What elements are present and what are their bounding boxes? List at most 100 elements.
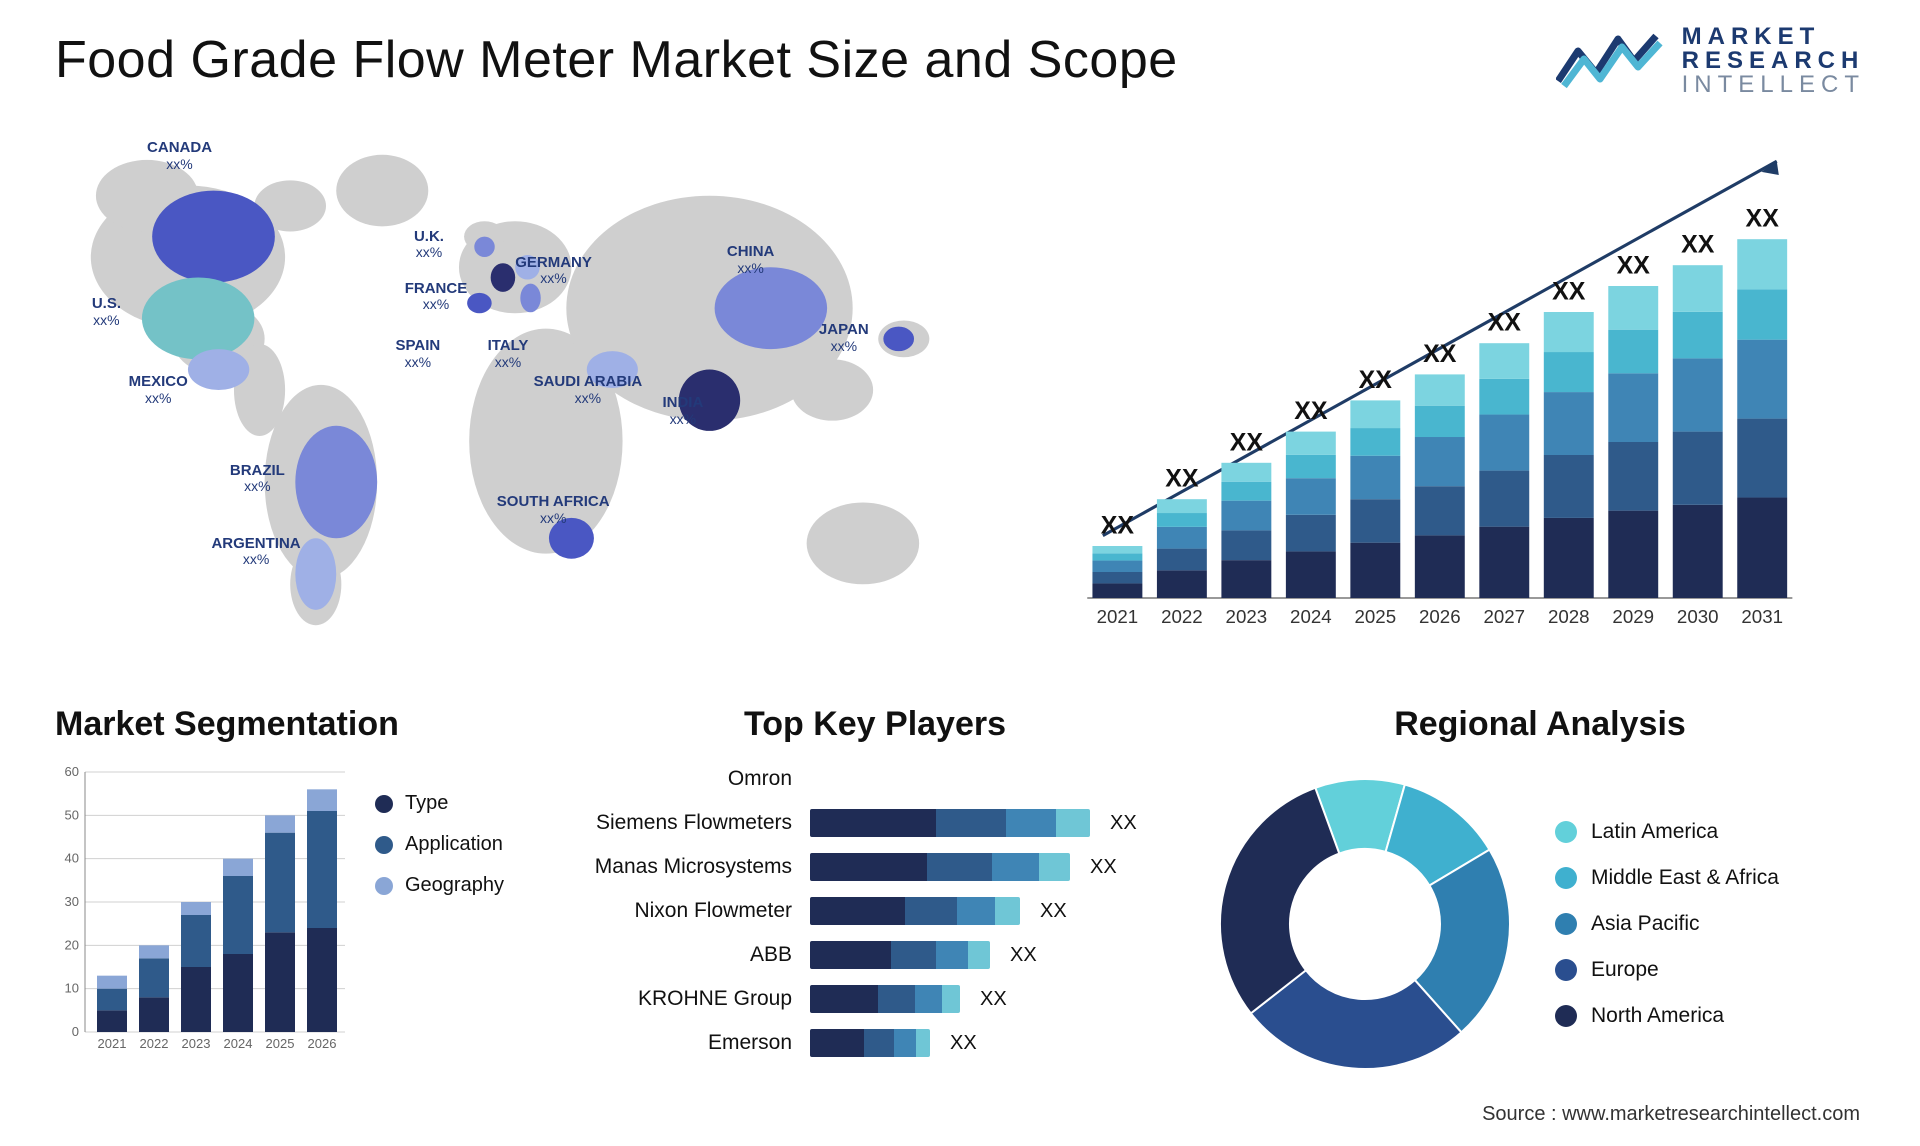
player-name: Emerson xyxy=(585,1031,800,1055)
map-label: U.K.xx% xyxy=(414,229,444,261)
legend-item: Middle East & Africa xyxy=(1555,866,1779,890)
legend-item: Asia Pacific xyxy=(1555,912,1779,936)
player-row: Omron xyxy=(585,762,1165,796)
svg-text:0: 0 xyxy=(72,1024,79,1039)
brand-logo: MARKET RESEARCH INTELLECT xyxy=(1556,25,1865,97)
svg-text:2031: 2031 xyxy=(1742,606,1784,627)
map-label: INDIAxx% xyxy=(662,395,703,427)
svg-text:XX: XX xyxy=(1746,205,1780,233)
svg-text:2030: 2030 xyxy=(1677,606,1719,627)
legend-item: North America xyxy=(1555,1004,1779,1028)
map-label: SPAINxx% xyxy=(396,338,441,370)
svg-text:20: 20 xyxy=(65,937,79,952)
svg-text:XX: XX xyxy=(1488,309,1522,337)
svg-text:XX: XX xyxy=(1359,366,1393,394)
legend-item: Type xyxy=(375,792,504,815)
brand-line2: RESEARCH xyxy=(1682,49,1865,73)
svg-text:2025: 2025 xyxy=(1355,606,1397,627)
svg-text:2021: 2021 xyxy=(98,1036,127,1051)
player-name: Siemens Flowmeters xyxy=(585,811,800,835)
map-label: ITALYxx% xyxy=(488,338,529,370)
map-label: CHINAxx% xyxy=(727,244,775,276)
player-name: KROHNE Group xyxy=(585,987,800,1011)
svg-text:2029: 2029 xyxy=(1613,606,1655,627)
brand-line3: INTELLECT xyxy=(1682,73,1865,97)
map-label: MEXICOxx% xyxy=(129,374,188,406)
svg-text:2028: 2028 xyxy=(1548,606,1590,627)
player-name: ABB xyxy=(585,943,800,967)
map-label: JAPANxx% xyxy=(819,322,869,354)
forecast-bar-chart: XX2021XX2022XX2023XX2024XX2025XX2026XX20… xyxy=(1015,130,1865,650)
regional-donut xyxy=(1215,774,1515,1074)
legend-item: Application xyxy=(375,833,504,856)
svg-text:50: 50 xyxy=(65,807,79,822)
svg-text:2025: 2025 xyxy=(266,1036,295,1051)
legend-item: Geography xyxy=(375,874,504,897)
svg-text:XX: XX xyxy=(1166,465,1200,493)
player-row: Manas Microsystems XX xyxy=(585,850,1165,884)
player-value: XX xyxy=(940,1032,977,1055)
map-label: SOUTH AFRICAxx% xyxy=(497,494,610,526)
svg-text:XX: XX xyxy=(1424,340,1458,368)
map-label: FRANCExx% xyxy=(405,281,468,313)
segmentation-title: Market Segmentation xyxy=(55,705,535,744)
map-label: ARGENTINAxx% xyxy=(211,536,300,568)
player-bar xyxy=(810,853,1070,881)
map-label: GERMANYxx% xyxy=(515,255,592,287)
svg-text:2027: 2027 xyxy=(1484,606,1526,627)
map-label: SAUDI ARABIAxx% xyxy=(534,374,643,406)
player-row: Nixon Flowmeter XX xyxy=(585,894,1165,928)
legend-item: Europe xyxy=(1555,958,1779,982)
players-title: Top Key Players xyxy=(585,705,1165,744)
svg-text:2026: 2026 xyxy=(1419,606,1461,627)
segmentation-chart: 0 10 20 30 40 50 60 2021 2022 2023 2024 2025 2026 xyxy=(55,762,355,1062)
svg-text:2024: 2024 xyxy=(224,1036,253,1051)
player-value: XX xyxy=(1000,944,1037,967)
map-label: U.S.xx% xyxy=(92,296,121,328)
svg-text:10: 10 xyxy=(65,981,79,996)
svg-text:2026: 2026 xyxy=(308,1036,337,1051)
map-label: BRAZILxx% xyxy=(230,463,285,495)
player-name: Nixon Flowmeter xyxy=(585,899,800,923)
regional-title: Regional Analysis xyxy=(1215,705,1865,744)
player-row: Emerson XX xyxy=(585,1026,1165,1060)
regional-panel: Regional Analysis Latin America Middle Ea… xyxy=(1215,705,1865,1085)
map-label: CANADAxx% xyxy=(147,140,212,172)
svg-text:2021: 2021 xyxy=(1097,606,1139,627)
player-name: Manas Microsystems xyxy=(585,855,800,879)
svg-text:60: 60 xyxy=(65,764,79,779)
svg-text:XX: XX xyxy=(1230,428,1264,456)
player-row: KROHNE Group XX xyxy=(585,982,1165,1016)
player-row: ABB XX xyxy=(585,938,1165,972)
segmentation-legend: Type Application Geography xyxy=(375,762,504,1085)
source-text: Source : www.marketresearchintellect.com xyxy=(1482,1103,1860,1126)
players-panel: Top Key Players Omron Siemens Flowmeters X… xyxy=(585,705,1165,1085)
player-value: XX xyxy=(1080,856,1117,879)
svg-text:2022: 2022 xyxy=(1161,606,1203,627)
svg-text:40: 40 xyxy=(65,851,79,866)
svg-text:XX: XX xyxy=(1681,231,1715,259)
svg-text:30: 30 xyxy=(65,894,79,909)
svg-text:XX: XX xyxy=(1101,512,1135,540)
world-map: CANADAxx% U.S.xx% MEXICOxx% BRAZILxx% ARGENT… xyxy=(55,130,975,650)
player-name: Omron xyxy=(585,767,800,791)
segmentation-panel: Market Segmentation 0 10 20 30 40 50 60 2021 202… xyxy=(55,705,535,1085)
regional-legend: Latin America Middle East & Africa Asia Pa… xyxy=(1555,820,1779,1028)
svg-text:XX: XX xyxy=(1553,278,1587,306)
svg-text:2022: 2022 xyxy=(140,1036,169,1051)
svg-text:XX: XX xyxy=(1295,397,1329,425)
player-value: XX xyxy=(1030,900,1067,923)
svg-text:XX: XX xyxy=(1617,252,1651,280)
player-row: Siemens Flowmeters XX xyxy=(585,806,1165,840)
legend-item: Latin America xyxy=(1555,820,1779,844)
player-value: XX xyxy=(970,988,1007,1011)
svg-text:2024: 2024 xyxy=(1290,606,1332,627)
svg-text:2023: 2023 xyxy=(182,1036,211,1051)
player-bar xyxy=(810,809,1090,837)
player-bar xyxy=(810,897,1020,925)
player-bar xyxy=(810,1029,930,1057)
player-bar xyxy=(810,985,960,1013)
brand-line1: MARKET xyxy=(1682,25,1865,49)
player-value: XX xyxy=(1100,812,1137,835)
player-bar xyxy=(810,941,990,969)
